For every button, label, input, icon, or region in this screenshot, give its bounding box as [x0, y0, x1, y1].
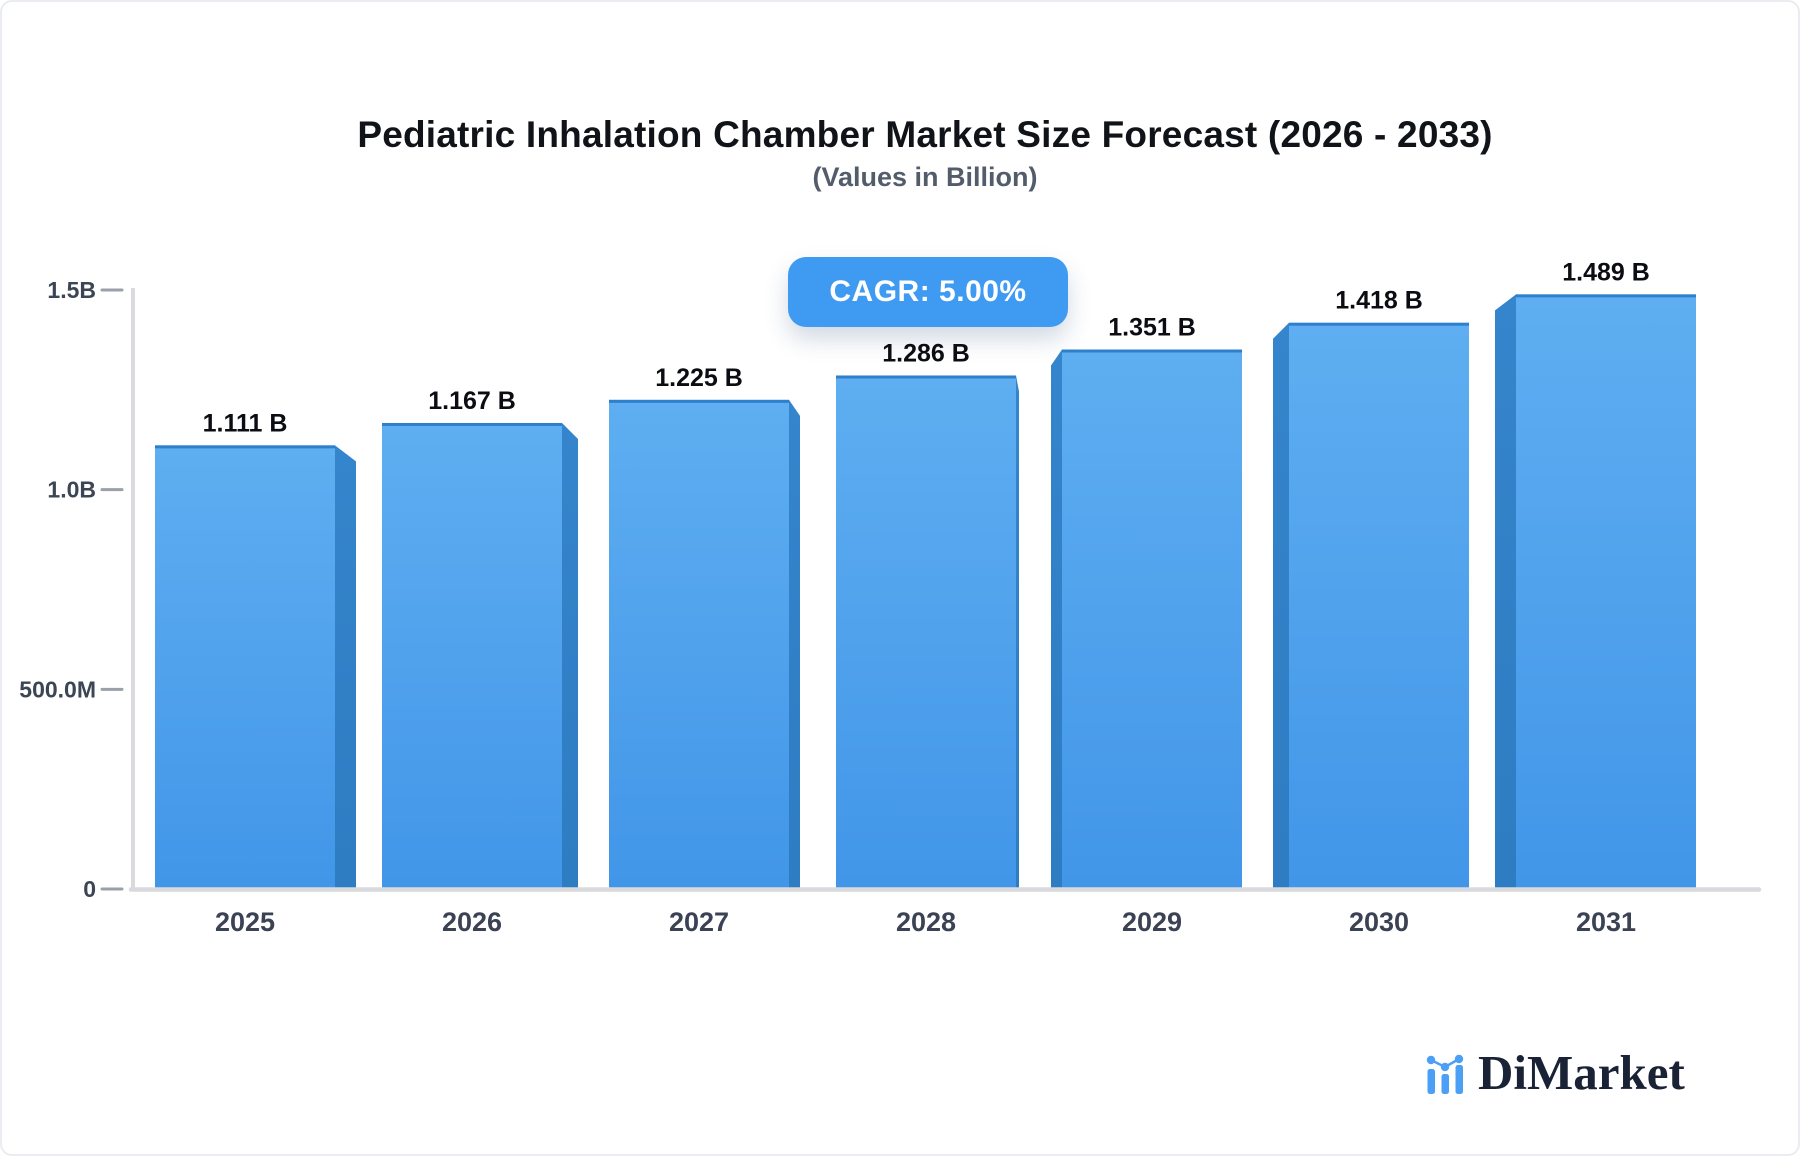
bar-side-face — [789, 399, 800, 888]
x-category-label: 2027 — [669, 907, 729, 937]
bar-group-2025: 1.111 B 2025 — [155, 409, 356, 937]
cagr-badge-label: CAGR: 5.00% — [829, 275, 1027, 308]
bar-side-face — [562, 422, 578, 888]
logo-bar — [1427, 1069, 1435, 1094]
x-category-label: 2029 — [1122, 907, 1182, 937]
bar-front-face — [382, 422, 562, 888]
x-category-label: 2028 — [896, 907, 956, 937]
bar-group-2031: 1.489 B 2031 — [1495, 258, 1696, 937]
brand-logo-text: DiMarket — [1478, 1045, 1685, 1100]
bar-group-2028: 1.286 B 2028 — [836, 339, 1019, 937]
bar-side-face — [1051, 349, 1062, 888]
bar-group-2027: 1.225 B 2027 — [609, 364, 800, 937]
bar-front-face — [836, 375, 1016, 888]
x-category-label: 2026 — [442, 907, 502, 937]
y-tick-label: 1.5B — [47, 277, 96, 303]
bar-front-face — [609, 399, 789, 888]
chart-subtitle: (Values in Billion) — [812, 162, 1038, 192]
x-category-label: 2025 — [215, 907, 275, 937]
y-tick-label: 500.0M — [19, 676, 96, 702]
bar-side-face — [335, 445, 356, 888]
bar-value-label: 1.225 B — [655, 364, 743, 392]
x-category-label: 2030 — [1349, 907, 1409, 937]
bar-value-label: 1.351 B — [1108, 314, 1196, 342]
bar-front-face — [155, 445, 335, 888]
mini-bar-chart-icon — [1426, 1054, 1464, 1094]
logo-dot — [1440, 1062, 1450, 1072]
bar-front-face — [1062, 349, 1242, 888]
bar-side-face — [1495, 294, 1516, 888]
logo-bar — [1441, 1074, 1449, 1094]
bar-front-face — [1516, 294, 1696, 888]
y-tick-label: 1.0B — [47, 477, 96, 503]
bar-value-label: 1.167 B — [428, 387, 516, 415]
bar-side-face — [1273, 322, 1289, 888]
bar-value-label: 1.489 B — [1562, 258, 1650, 286]
bar-value-label: 1.111 B — [203, 409, 288, 437]
logo-bar — [1455, 1065, 1463, 1094]
bar-value-label: 1.286 B — [882, 339, 970, 367]
chart-title: Pediatric Inhalation Chamber Market Size… — [357, 114, 1493, 155]
bar-group-2026: 1.167 B 2026 — [382, 387, 578, 937]
brand-logo: DiMarket — [1426, 1045, 1685, 1100]
bar-group-2029: 1.351 B 2029 — [1051, 314, 1242, 937]
bar-group-2030: 1.418 B 2030 — [1273, 287, 1469, 937]
x-category-label: 2031 — [1576, 907, 1636, 937]
logo-dot — [1454, 1054, 1464, 1064]
cagr-badge: CAGR: 5.00% — [788, 257, 1068, 327]
bar-front-face — [1289, 322, 1469, 888]
bar-side-face — [1016, 375, 1019, 888]
bar-value-label: 1.418 B — [1335, 287, 1423, 315]
y-tick-label: 0 — [83, 876, 96, 902]
logo-dot — [1426, 1055, 1436, 1065]
